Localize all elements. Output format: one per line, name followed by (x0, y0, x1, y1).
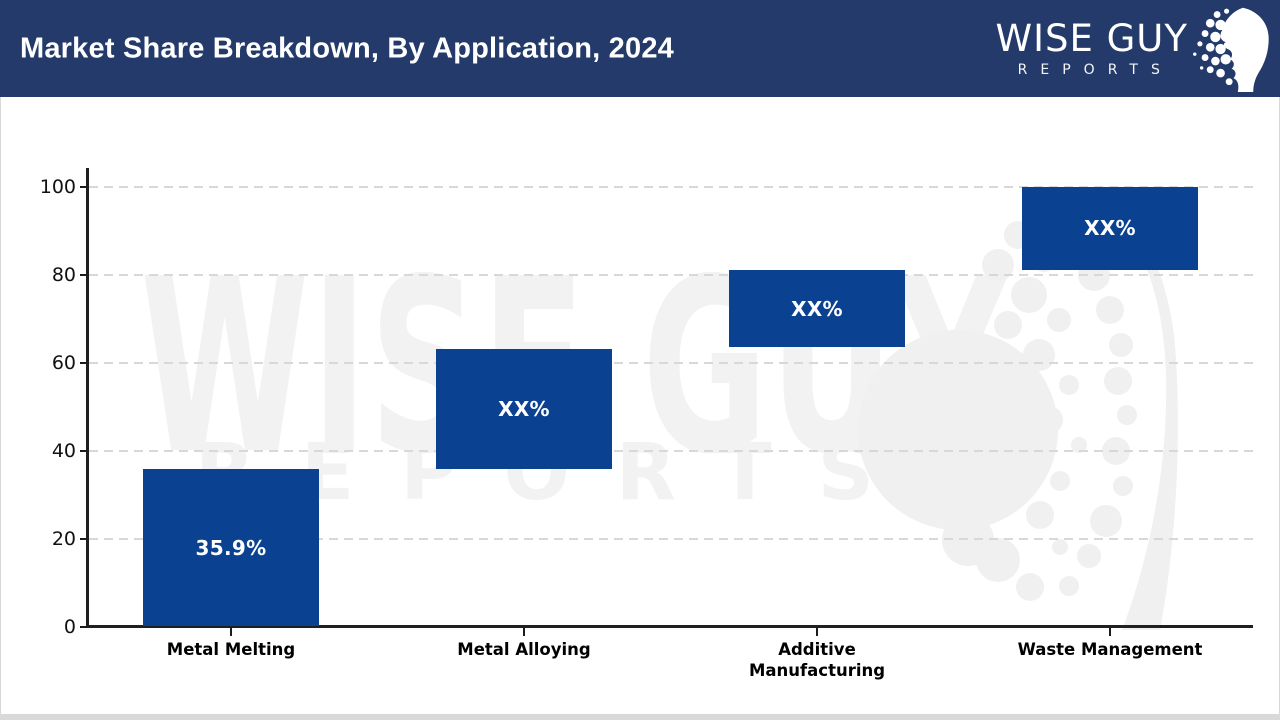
x-axis (86, 625, 1253, 628)
y-tick (80, 273, 88, 276)
gridline-y-80 (89, 273, 1253, 276)
category-label: Metal Alloying (457, 640, 591, 659)
y-tick (80, 185, 88, 188)
plot: 0 20 40 60 80 100 35.9% Metal Melting XX% Metal A… (0, 97, 1280, 720)
bar-value-label: 35.9% (195, 535, 267, 560)
x-tick (1109, 628, 1111, 636)
y-tick-label: 60 (51, 351, 76, 374)
wiseguy-logo: WISE GUY REPORTS (995, 7, 1276, 92)
header-bar: Market Share Breakdown, By Application, … (0, 0, 1280, 97)
footer-strip (0, 714, 1280, 720)
y-tick (80, 625, 88, 628)
logo-name-text: WISE GUY (995, 17, 1188, 61)
x-tick (230, 628, 232, 636)
gridline-y-100 (89, 185, 1253, 188)
category-label: Metal Melting (166, 640, 296, 659)
category-label: Additive Manufacturing (748, 640, 886, 681)
gridline-y-20 (89, 537, 1253, 540)
y-tick-label: 0 (63, 615, 76, 638)
bar-waste-management: XX% (1022, 186, 1198, 271)
logo-reports-text: REPORTS (1017, 61, 1173, 78)
logo-text: WISE GUY REPORTS (995, 17, 1188, 78)
y-tick-label: 40 (51, 439, 76, 462)
y-tick-label: 80 (51, 263, 76, 286)
y-tick-label: 20 (51, 527, 76, 550)
bar-value-label: XX% (791, 296, 843, 321)
y-tick (80, 537, 88, 540)
bar-additive-manufacturing: XX% (729, 270, 905, 348)
bar-value-label: XX% (498, 396, 550, 421)
y-axis (86, 168, 89, 628)
bar-value-label: XX% (1084, 216, 1136, 241)
chart-area: WISE GUY REPORTS 0 20 40 60 80 100 35.9% Metal … (0, 97, 1280, 720)
x-tick (816, 628, 818, 636)
bar-metal-alloying: XX% (436, 349, 612, 469)
bar-metal-melting: 35.9% (143, 468, 319, 627)
x-tick (523, 628, 525, 636)
page-title: Market Share Breakdown, By Application, … (20, 32, 674, 64)
y-tick-label: 100 (39, 175, 76, 198)
gridline-y-40 (89, 449, 1253, 452)
page-border-left (0, 97, 1, 720)
gridline-y-60 (89, 361, 1253, 364)
y-tick (80, 449, 88, 452)
category-label: Waste Management (1017, 640, 1203, 659)
y-tick (80, 361, 88, 364)
logo-face-icon (1193, 7, 1269, 92)
